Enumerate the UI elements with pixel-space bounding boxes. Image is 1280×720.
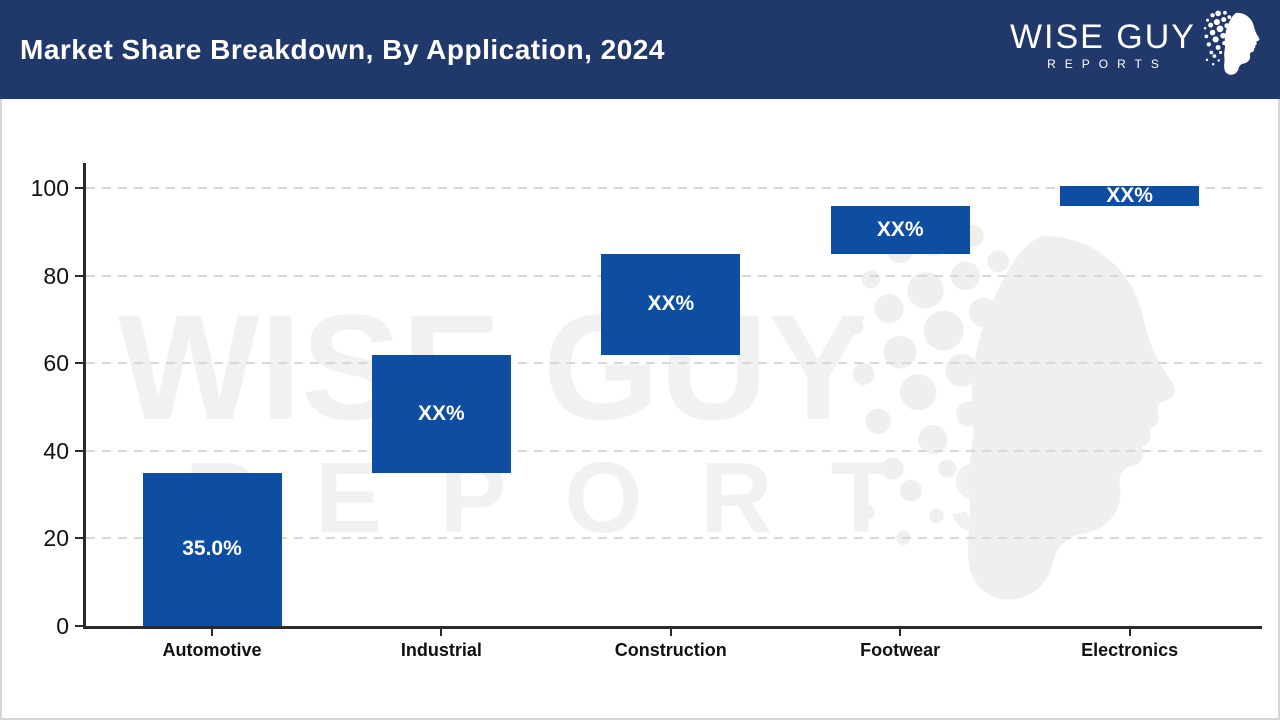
y-tick-80 xyxy=(75,274,83,277)
bar-value-label: XX% xyxy=(1106,184,1153,208)
y-tick-0 xyxy=(75,625,83,627)
bar-footwear: XX% xyxy=(830,205,970,254)
header-bar: Market Share Breakdown, By Application, … xyxy=(0,0,1280,99)
chart-title: Market Share Breakdown, By Application, … xyxy=(20,33,665,65)
bar-value-label: 35.0% xyxy=(182,537,242,561)
x-tick-footwear xyxy=(899,628,902,636)
logo-reports-label: REPORTS xyxy=(1047,57,1168,72)
category-label-automotive: Automotive xyxy=(162,640,262,660)
bar-value-label: XX% xyxy=(876,217,924,241)
bar-industrial: XX% xyxy=(371,354,511,473)
y-tick-label-0: 0 xyxy=(56,613,69,639)
logo-text: WISE GUY REPORTS xyxy=(1009,17,1196,72)
bar-electronics: XX% xyxy=(1060,184,1200,208)
y-tick-label-20: 20 xyxy=(43,525,69,552)
bar-automotive: 35.0% xyxy=(142,472,282,626)
x-tick-automotive xyxy=(211,628,213,636)
gridline-20 xyxy=(86,537,1262,540)
y-tick-label-100: 100 xyxy=(30,175,69,202)
wise-guy-reports-logo: WISE GUY REPORTS xyxy=(1010,8,1264,82)
bar-construction: XX% xyxy=(601,254,741,355)
x-axis-line xyxy=(83,626,1262,629)
y-tick-40 xyxy=(75,449,83,452)
x-tick-construction xyxy=(669,628,672,636)
gridline-60 xyxy=(86,362,1262,365)
x-tick-industrial xyxy=(440,628,443,636)
y-tick-label-60: 60 xyxy=(43,350,69,377)
y-tick-20 xyxy=(75,537,83,540)
category-label-footwear: Footwear xyxy=(860,640,941,660)
gridline-40 xyxy=(86,449,1262,452)
y-tick-60 xyxy=(75,362,83,365)
category-label-industrial: Industrial xyxy=(400,640,482,660)
y-tick-label-80: 80 xyxy=(43,262,69,289)
gridline-100 xyxy=(86,187,1262,190)
y-axis-line xyxy=(83,163,86,628)
x-tick-electronics xyxy=(1128,628,1131,636)
category-label-construction: Construction xyxy=(614,640,727,660)
logo-wiseguy-label: WISE GUY xyxy=(1009,17,1196,56)
bar-value-label: XX% xyxy=(418,401,465,425)
watermark-reports-text: REPORTS xyxy=(185,442,1075,554)
category-label-electronics: Electronics xyxy=(1081,640,1179,660)
head-profile-logo-icon xyxy=(1203,10,1260,75)
y-tick-label-40: 40 xyxy=(43,437,69,464)
bar-value-label: XX% xyxy=(647,292,695,316)
y-tick-100 xyxy=(75,187,83,190)
